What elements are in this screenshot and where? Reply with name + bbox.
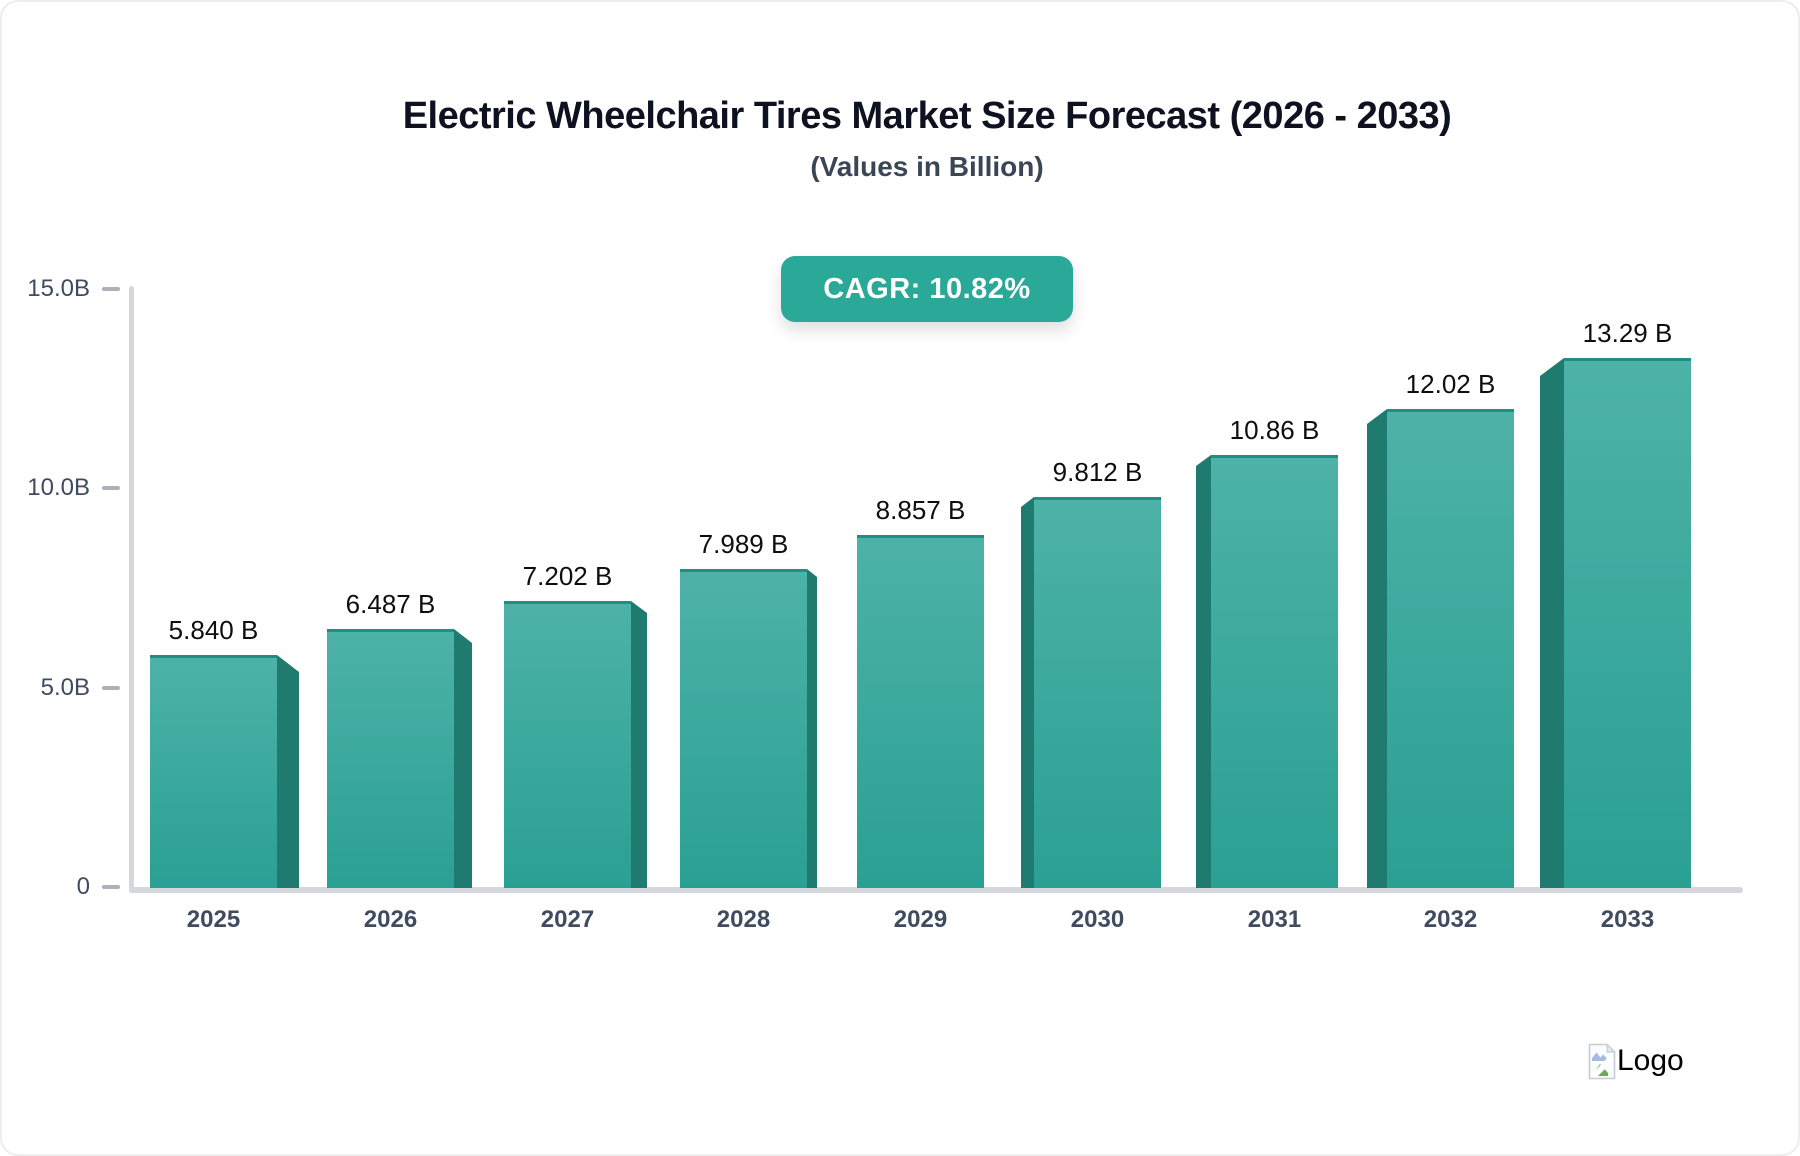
y-tick-mark: [102, 287, 120, 291]
bar-side-face: [1367, 409, 1387, 888]
bar-side-face: [1540, 358, 1564, 888]
x-axis-label-2025: 2025: [186, 906, 241, 933]
bar-2026: [327, 629, 454, 888]
logo-text: Logo: [1617, 1044, 1684, 1077]
bar-2030: [1034, 497, 1161, 888]
bar-2029: [857, 535, 984, 888]
chart-header: Electric Wheelchair Tires Market Size Fo…: [56, 94, 1798, 184]
x-axis-label-2026: 2026: [363, 906, 418, 933]
bar-side-face: [631, 601, 647, 888]
x-axis-label-2033: 2033: [1600, 906, 1655, 933]
y-tick-mark: [102, 686, 120, 690]
cagr-badge-row: CAGR: 10.82%: [56, 256, 1798, 322]
y-tick-label: 5.0B: [40, 674, 90, 701]
bar-2033: [1564, 358, 1691, 888]
x-axis-label-2028: 2028: [716, 906, 771, 933]
y-axis-line: [129, 286, 134, 893]
bar-side-face: [807, 569, 817, 888]
logo: Logo: [1588, 1042, 1684, 1080]
y-tick-label: 15.0B: [27, 275, 90, 302]
cagr-badge: CAGR: 10.82%: [781, 256, 1073, 322]
bar-value-label: 12.02 B: [1405, 369, 1496, 399]
x-axis-label-2031: 2031: [1247, 906, 1302, 933]
bar-2027: [504, 601, 631, 888]
bar-2028: [680, 569, 807, 888]
y-tick-label: 10.0B: [27, 474, 90, 501]
bar-value-label: 9.812 B: [1052, 457, 1143, 487]
chart-subtitle: (Values in Billion): [810, 151, 1044, 182]
bar-value-label: 7.202 B: [522, 561, 613, 591]
x-axis-label-2032: 2032: [1423, 906, 1478, 933]
bar-value-label: 5.840 B: [168, 615, 259, 645]
bar-2032: [1387, 409, 1514, 888]
x-axis-label-2029: 2029: [893, 906, 948, 933]
bar-side-face: [1021, 497, 1034, 888]
y-tick-mark: [102, 486, 120, 490]
bar-value-label: 6.487 B: [345, 589, 436, 619]
bar-side-face: [277, 655, 299, 888]
bar-side-face: [454, 629, 472, 888]
x-axis-label-2030: 2030: [1070, 906, 1125, 933]
bar-value-label: 8.857 B: [875, 495, 966, 525]
broken-image-icon: [1588, 1043, 1616, 1080]
x-axis-line: [129, 887, 1743, 893]
chart-title: Electric Wheelchair Tires Market Size Fo…: [402, 95, 1452, 137]
bar-2031: [1211, 455, 1338, 888]
bar-2025: [150, 655, 277, 888]
bar-side-face: [1196, 455, 1211, 888]
y-tick-mark: [102, 885, 120, 889]
bar-value-label: 7.989 B: [698, 529, 789, 559]
x-axis-label-2027: 2027: [540, 906, 595, 933]
bar-value-label: 10.86 B: [1229, 415, 1320, 445]
bar-value-label: 13.29 B: [1582, 318, 1673, 348]
y-tick-label: 0: [76, 873, 90, 900]
